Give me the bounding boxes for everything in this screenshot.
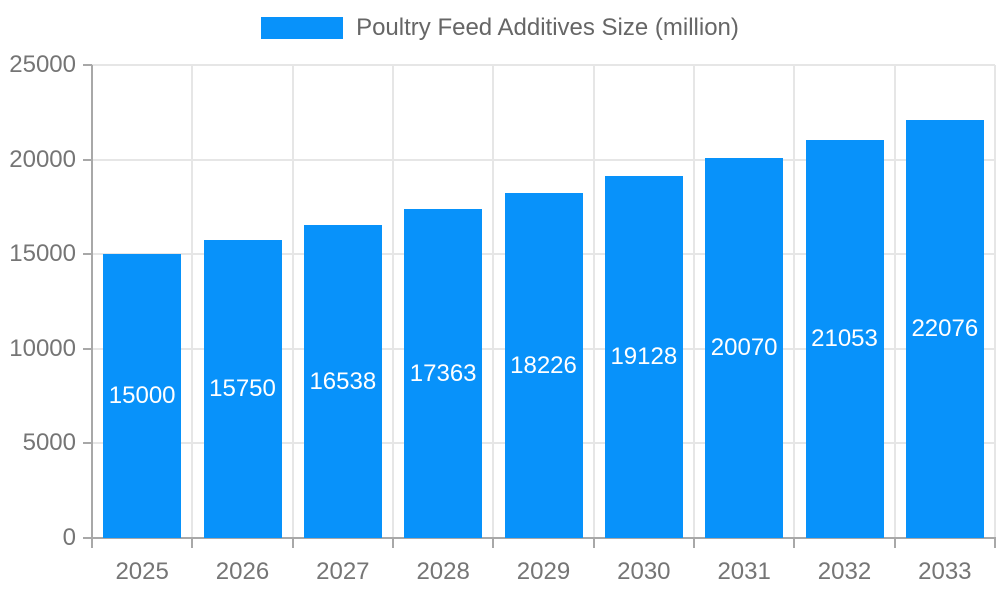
gridline-x	[191, 65, 194, 538]
y-axis-tick	[83, 253, 92, 256]
gridline-y	[92, 158, 995, 161]
x-axis-tick	[392, 538, 394, 548]
bar[interactable]	[705, 158, 784, 538]
bar[interactable]	[504, 193, 583, 538]
x-axis-tick	[91, 538, 93, 548]
bar[interactable]	[604, 176, 683, 538]
x-tick-label: 2026	[215, 558, 270, 585]
x-tick-label: 2031	[717, 558, 771, 585]
gridline-x	[693, 65, 695, 538]
gridline-x	[392, 65, 394, 538]
y-tick-label: 20000	[9, 145, 76, 173]
bar[interactable]	[203, 240, 282, 538]
x-tick-label: 2032	[817, 558, 872, 585]
y-tick-label: 25000	[9, 51, 76, 78]
y-axis-tick	[83, 64, 92, 66]
gridline-y	[92, 64, 995, 66]
bar-value-label: 19128	[610, 343, 678, 371]
y-axis-tick	[83, 442, 92, 445]
x-tick-label: 2025	[115, 558, 169, 585]
bar[interactable]	[905, 120, 984, 538]
legend-swatch[interactable]	[261, 17, 344, 39]
gridline-x	[291, 65, 294, 538]
legend-label[interactable]: Poultry Feed Additives Size (million)	[356, 14, 739, 41]
gridline-x	[994, 65, 996, 538]
x-axis-tick	[291, 538, 294, 548]
bar-value-label: 15750	[209, 375, 276, 402]
bar[interactable]	[404, 209, 483, 538]
bar-value-label: 15000	[108, 382, 176, 410]
x-tick-label: 2028	[416, 558, 470, 585]
x-tick-label: 2027	[316, 558, 370, 585]
x-axis-tick	[492, 538, 495, 548]
y-axis-tick	[83, 347, 92, 350]
x-tick-label: 2029	[516, 558, 571, 585]
gridline-x	[893, 65, 896, 538]
bar-value-label: 17363	[409, 359, 477, 387]
bar[interactable]	[103, 254, 182, 538]
bar[interactable]	[303, 225, 382, 538]
y-axis-line	[91, 65, 93, 539]
x-axis-tick	[592, 538, 595, 548]
chart-legend: Poultry Feed Additives Size (million)	[0, 14, 1000, 42]
gridline-x	[492, 65, 495, 538]
x-axis-tick	[191, 538, 194, 548]
y-axis-tick	[83, 537, 92, 539]
x-tick-label: 2030	[617, 558, 671, 585]
x-axis-tick	[693, 538, 695, 548]
x-axis-line	[91, 537, 996, 539]
bar-value-label: 20070	[710, 334, 778, 362]
y-axis-tick	[83, 158, 92, 161]
x-axis-tick	[893, 538, 896, 548]
y-tick-label: 5000	[22, 429, 76, 457]
bar-value-label: 22076	[911, 315, 979, 343]
x-axis-tick	[793, 538, 796, 548]
bar-value-label: 21053	[811, 324, 878, 352]
bar[interactable]	[805, 139, 884, 538]
gridline-x	[793, 65, 796, 538]
x-axis-tick	[994, 538, 996, 548]
y-tick-label: 15000	[9, 240, 76, 268]
y-tick-label: 0	[62, 524, 76, 551]
y-tick-label: 10000	[9, 334, 76, 362]
x-tick-label: 2033	[918, 558, 972, 585]
bar-value-label: 16538	[309, 367, 377, 395]
bar-value-label: 18226	[510, 351, 577, 379]
gridline-x	[592, 65, 595, 538]
